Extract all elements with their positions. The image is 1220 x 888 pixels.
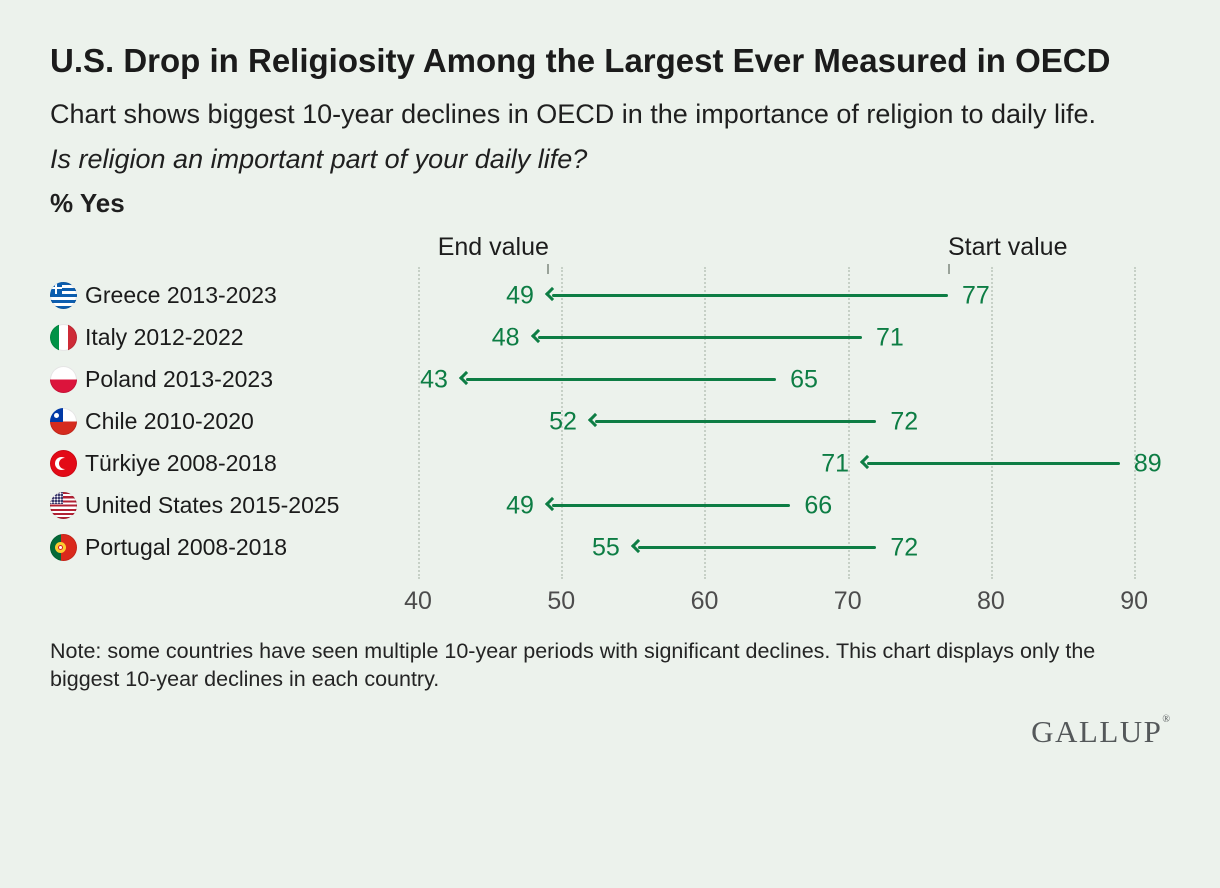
row-plot: 43 65: [418, 359, 1170, 401]
end-legend-tick-icon: [546, 263, 549, 274]
arrow-line: [537, 336, 863, 340]
registered-mark-icon: ®: [1162, 713, 1170, 725]
start-value: 65: [790, 365, 818, 394]
end-value: 48: [491, 323, 520, 352]
end-value: 52: [549, 407, 577, 436]
end-value: 43: [420, 365, 448, 394]
end-value: 55: [592, 533, 620, 562]
arrow-head-icon: [544, 287, 559, 302]
start-value: 72: [890, 533, 919, 562]
chart-row: Chile 2010-2020 52 72: [50, 401, 1170, 443]
arrow-head-icon: [587, 413, 602, 428]
chart-row: United States 2015-2025 49 66: [50, 485, 1170, 527]
arrow-head-icon: [458, 371, 474, 386]
chart-subtitle: Chart shows biggest 10-year declines in …: [50, 98, 1097, 129]
row-label: Italy 2012-2022: [50, 324, 418, 352]
flag-italy-icon: [50, 324, 77, 352]
axis-tick-label: 70: [833, 586, 862, 615]
country-label: Greece 2013-2023: [85, 282, 277, 309]
axis-tick-label: 60: [690, 586, 719, 615]
chart-title: U.S. Drop in Religiosity Among the Large…: [50, 42, 1111, 79]
country-label: Italy 2012-2022: [85, 324, 244, 351]
row-plot: 71 89: [418, 443, 1170, 485]
country-label: United States 2015-2025: [85, 492, 340, 519]
gridline: [418, 266, 420, 579]
arrow-line: [551, 294, 948, 298]
plot-area: Greece 2013-2023 49 77 Italy 2012-2022 48 71 P…: [50, 266, 1170, 579]
axis-tick-label: 80: [977, 586, 1005, 615]
end-value: 49: [506, 491, 534, 520]
arrow-head-icon: [859, 455, 875, 470]
arrow-line: [465, 378, 777, 382]
gridline: [1134, 266, 1137, 579]
row-plot: 48 71: [418, 317, 1170, 359]
start-legend-tick-icon: [947, 263, 950, 274]
arrow-line: [867, 462, 1120, 466]
start-value: 89: [1133, 449, 1162, 478]
country-label: Poland 2013-2023: [85, 366, 273, 393]
survey-question: Is religion an important part of your da…: [50, 144, 588, 175]
start-value: 66: [804, 491, 833, 520]
end-value: 49: [506, 281, 534, 310]
country-label: Chile 2010-2020: [85, 408, 254, 435]
x-axis: 40 50 60 70 80 90: [404, 583, 1170, 621]
end-value-legend: End value: [437, 232, 549, 261]
row-label: Türkiye 2008-2018: [50, 450, 418, 478]
chart-row: Türkiye 2008-2018 71 89: [50, 443, 1170, 485]
axis-tick-label: 40: [404, 586, 432, 615]
country-label: Türkiye 2008-2018: [85, 450, 277, 477]
gridline: [561, 266, 564, 579]
row-label: Greece 2013-2023: [50, 282, 418, 310]
row-label: Chile 2010-2020: [50, 408, 418, 436]
flag-chile-icon: [50, 408, 77, 436]
flag-turkiye-icon: [50, 450, 77, 478]
axis-tick-label: 90: [1120, 586, 1149, 615]
axis-tick-label: 50: [547, 586, 576, 615]
flag-us-icon: [50, 492, 77, 520]
row-plot: 52 72: [418, 401, 1170, 443]
arrow-head-icon: [530, 329, 545, 344]
row-plot: 55 72: [418, 527, 1170, 569]
chart-row: Greece 2013-2023 49 77: [50, 275, 1170, 317]
arrow-line: [551, 504, 791, 508]
gridline: [990, 266, 993, 579]
row-plot: 49 77: [418, 275, 1170, 317]
gallup-logo: GALLUP®: [50, 714, 1170, 750]
legend-row: End value Start value: [418, 233, 1170, 275]
unit-label: % Yes: [50, 187, 125, 218]
end-value: 71: [821, 449, 850, 478]
footnote: Note: some countries have seen multiple …: [50, 638, 1096, 692]
chart-rows: Greece 2013-2023 49 77 Italy 2012-2022 48 71 P…: [50, 275, 1170, 569]
country-label: Portugal 2008-2018: [85, 534, 288, 561]
row-label: United States 2015-2025: [50, 492, 418, 520]
start-value: 71: [876, 323, 904, 352]
arrow-head-icon: [544, 497, 559, 512]
start-value-legend: Start value: [947, 232, 1068, 261]
chart-row: Poland 2013-2023 43 65: [50, 359, 1170, 401]
brand-wordmark: GALLUP: [1031, 713, 1163, 749]
dumbbell-chart: End value Start value Greece 2013-2023 49…: [50, 233, 1170, 621]
row-label: Portugal 2008-2018: [50, 534, 418, 562]
arrow-head-icon: [630, 539, 645, 554]
arrow-line: [594, 420, 877, 424]
flag-portugal-icon: [50, 534, 77, 562]
flag-poland-icon: [50, 366, 77, 394]
row-label: Poland 2013-2023: [50, 366, 418, 394]
chart-row: Portugal 2008-2018 55 72: [50, 527, 1170, 569]
row-plot: 49 66: [418, 485, 1170, 527]
chart-row: Italy 2012-2022 48 71: [50, 317, 1170, 359]
start-value: 77: [961, 281, 990, 310]
arrow-line: [637, 546, 877, 550]
start-value: 72: [890, 407, 919, 436]
flag-greece-icon: [50, 282, 77, 310]
